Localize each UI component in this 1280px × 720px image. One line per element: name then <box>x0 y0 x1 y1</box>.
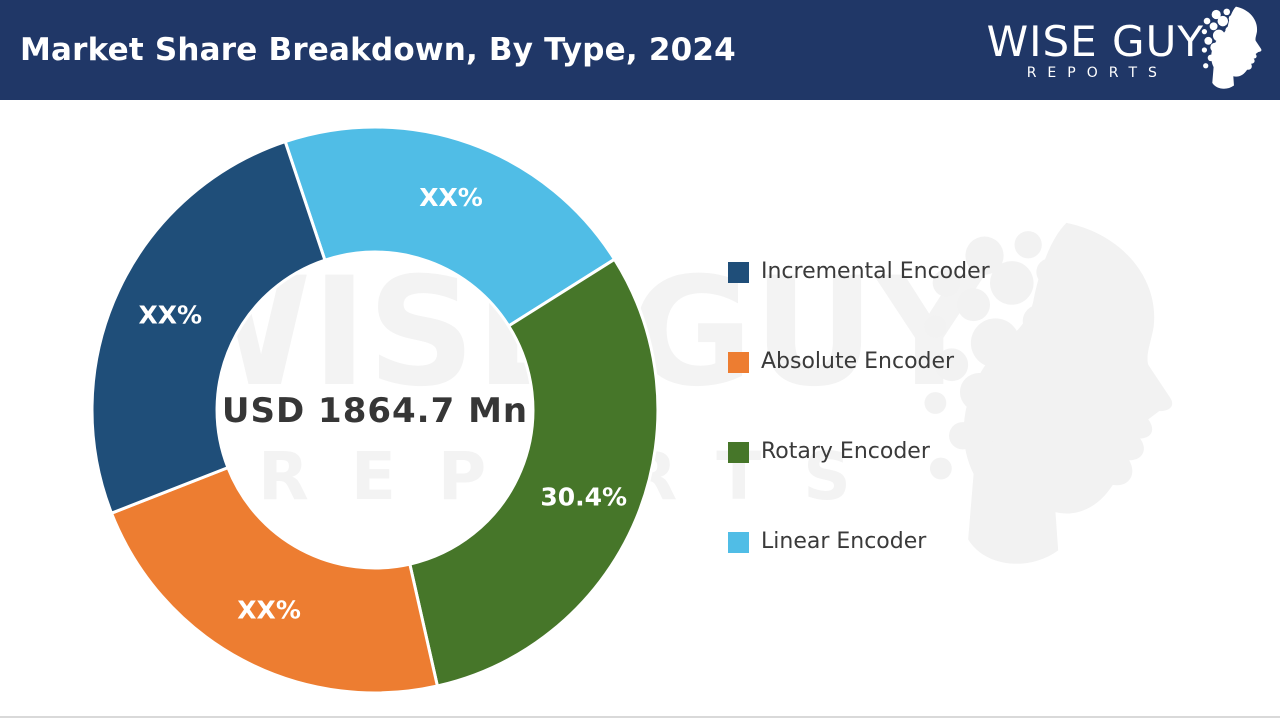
legend-swatch <box>728 261 749 283</box>
legend-swatch <box>728 531 749 553</box>
legend-label: Absolute Encoder <box>761 349 955 374</box>
slice-label-rotary-encoder: 30.4% <box>540 483 627 512</box>
donut-center-value: USD 1864.7 Mn <box>222 391 528 431</box>
chart-area: WISE GUY REPORTS XX%30.4%XX%XX%USD 1864.… <box>0 100 1280 720</box>
legend-item-absolute-encoder: Absolute Encoder <box>728 350 990 374</box>
slice-incremental-encoder <box>90 140 327 515</box>
donut-chart: XX% 30.4% XX% XX% USD 1864.7 Mn <box>90 125 660 695</box>
slice-label-linear-encoder: XX% <box>419 183 483 212</box>
legend-item-incremental-encoder: Incremental Encoder <box>728 260 990 284</box>
logo-wordmark-main: WISE GUY <box>986 16 1204 66</box>
legend-item-rotary-encoder: Rotary Encoder <box>728 440 990 464</box>
slice-absolute-encoder <box>110 466 439 695</box>
legend-item-linear-encoder: Linear Encoder <box>728 530 990 554</box>
slice-linear-encoder <box>283 125 616 328</box>
chart-legend: Incremental Encoder Absolute Encoder Rotar… <box>728 260 990 554</box>
slice-label-incremental-encoder: XX% <box>138 300 202 329</box>
wiseguy-logo: WISE GUY REPORTS <box>987 4 1270 96</box>
header: Market Share Breakdown, By Type, 2024 WI… <box>0 0 1280 100</box>
logo-head-icon <box>1201 6 1262 89</box>
slice-rotary-encoder <box>408 257 660 688</box>
footer-divider <box>0 716 1280 718</box>
logo-wordmark: WISE GUY REPORTS <box>986 16 1204 81</box>
legend-swatch <box>728 351 749 373</box>
legend-label: Rotary Encoder <box>761 439 930 464</box>
legend-label: Incremental Encoder <box>761 259 990 284</box>
legend-label: Linear Encoder <box>761 529 927 554</box>
page-title: Market Share Breakdown, By Type, 2024 <box>20 32 736 68</box>
legend-swatch <box>728 441 749 463</box>
logo-wordmark-sub: REPORTS <box>1026 64 1168 81</box>
slice-label-absolute-encoder: XX% <box>237 596 301 625</box>
